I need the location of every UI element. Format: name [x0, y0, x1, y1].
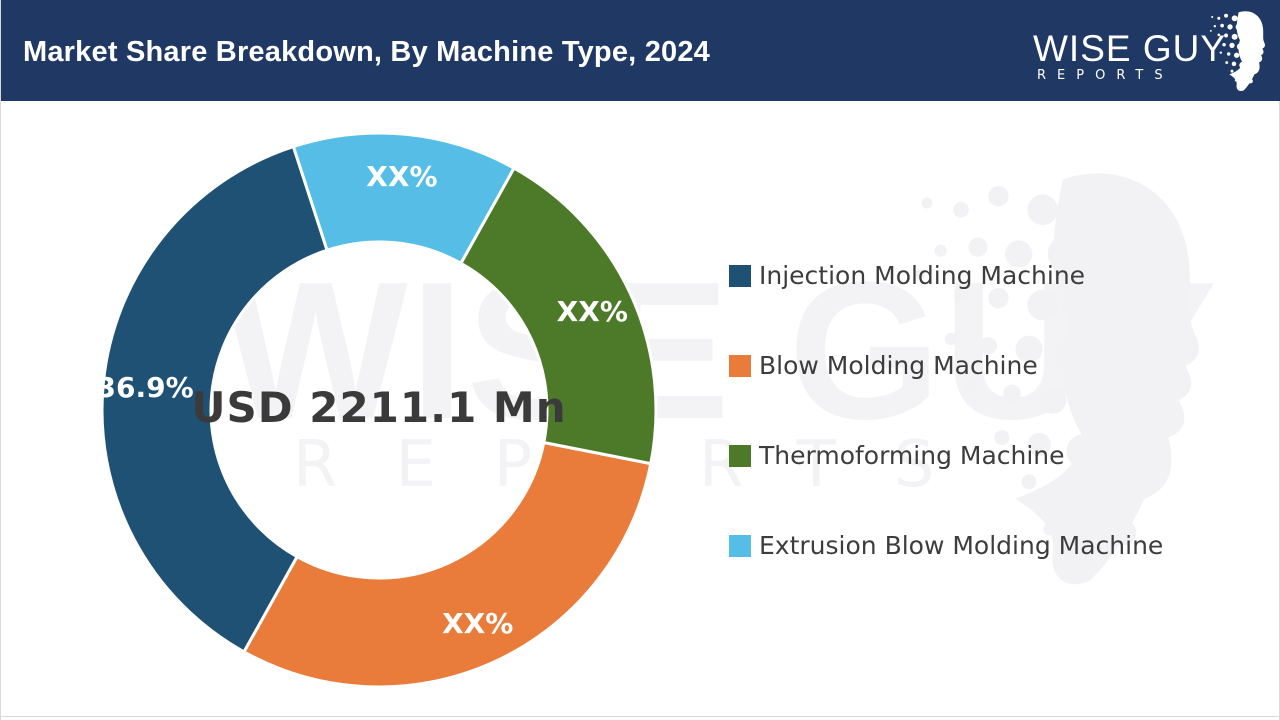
- brand-name: WISE GUY: [1033, 28, 1227, 69]
- segment-value-label-3: XX%: [366, 160, 437, 193]
- brand-sub: REPORTS: [1037, 68, 1174, 83]
- legend-label: Extrusion Blow Molding Machine: [759, 531, 1164, 560]
- legend-swatch-icon: [729, 355, 751, 377]
- legend-label: Thermoforming Machine: [759, 441, 1065, 470]
- donut-segment-1: [242, 441, 653, 689]
- header-bar: Market Share Breakdown, By Machine Type,…: [1, 0, 1280, 101]
- brand-logo: WISE GUY REPORTS: [1033, 6, 1263, 96]
- legend-swatch-icon: [729, 445, 751, 467]
- legend-swatch-icon: [729, 265, 751, 287]
- page-title: Market Share Breakdown, By Machine Type,…: [23, 36, 711, 68]
- segment-value-label-2: XX%: [557, 295, 628, 328]
- legend-label: Blow Molding Machine: [759, 351, 1038, 380]
- legend-item-3: Extrusion Blow Molding Machine: [729, 531, 1163, 561]
- donut-segment-0: [100, 145, 329, 654]
- segment-value-label-0: 36.9%: [97, 371, 194, 404]
- legend-item-2: Thermoforming Machine: [729, 441, 1065, 471]
- segment-value-label-1: XX%: [442, 607, 513, 640]
- brand-face-icon: [1199, 8, 1265, 92]
- chart-center-value: USD 2211.1 Mn: [191, 383, 567, 432]
- legend-swatch-icon: [729, 535, 751, 557]
- legend-item-0: Injection Molding Machine: [729, 261, 1085, 291]
- donut-segment-3: [291, 131, 516, 265]
- legend-item-1: Blow Molding Machine: [729, 351, 1038, 381]
- legend-label: Injection Molding Machine: [759, 261, 1086, 290]
- bottom-divider: [1, 716, 1279, 717]
- donut-segment-2: [459, 166, 658, 466]
- chart-legend: Injection Molding Machine Blow Molding Ma…: [729, 0, 1209, 720]
